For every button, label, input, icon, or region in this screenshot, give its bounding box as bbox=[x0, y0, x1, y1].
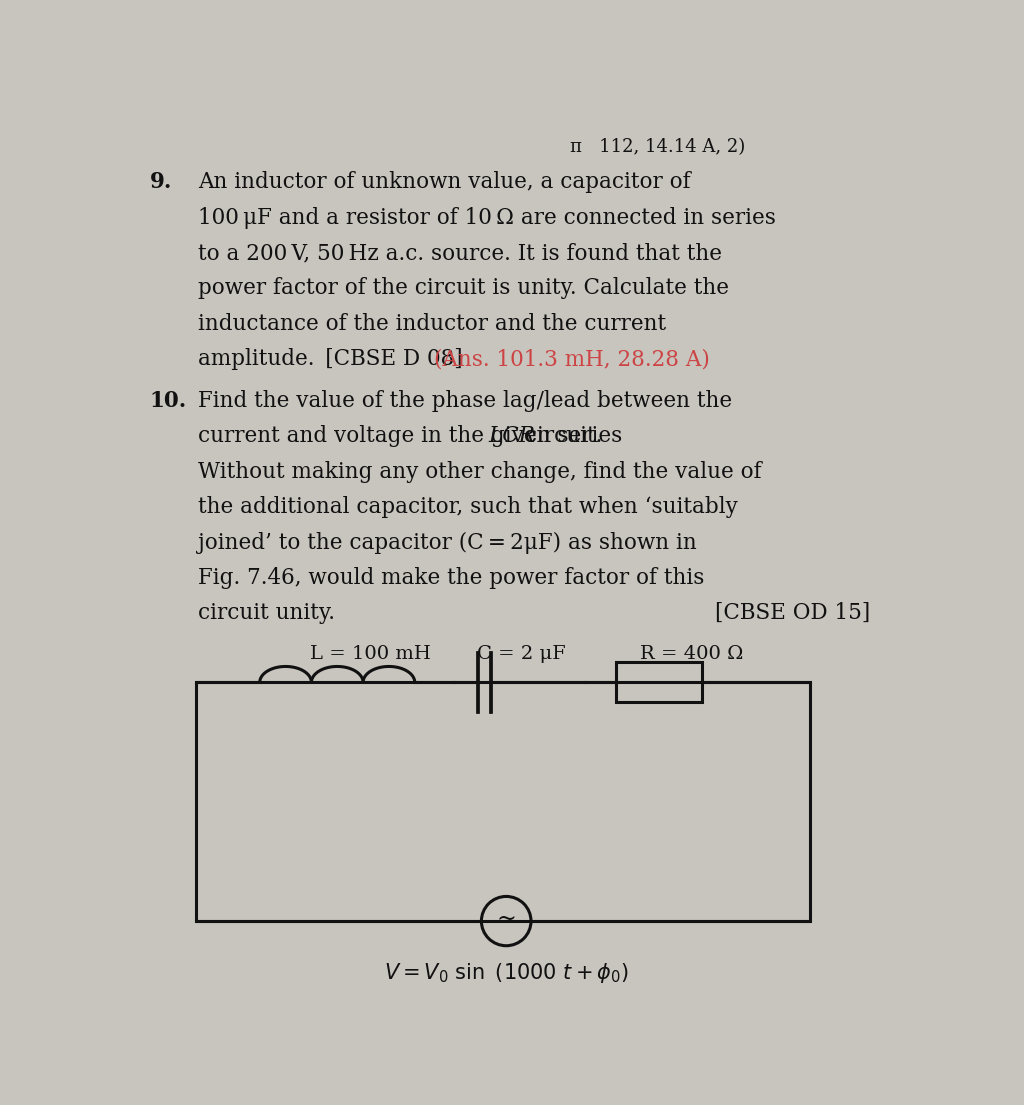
Text: π   112, 14.14 A, 2): π 112, 14.14 A, 2) bbox=[569, 138, 745, 156]
Text: to a 200 V, 50 Hz a.c. source. It is found that the: to a 200 V, 50 Hz a.c. source. It is fou… bbox=[198, 242, 722, 264]
Text: 100 μF and a resistor of 10 Ω are connected in series: 100 μF and a resistor of 10 Ω are connec… bbox=[198, 207, 775, 229]
Text: circuit unity.: circuit unity. bbox=[198, 602, 335, 624]
Text: Without making any other change, find the value of: Without making any other change, find th… bbox=[198, 461, 762, 483]
Text: the additional capacitor, such that when ‘suitably: the additional capacitor, such that when… bbox=[198, 496, 737, 518]
Text: (Ans. 101.3 mH, 28.28 A): (Ans. 101.3 mH, 28.28 A) bbox=[434, 348, 710, 370]
Text: current and voltage in the given series: current and voltage in the given series bbox=[198, 425, 629, 448]
Text: ~: ~ bbox=[497, 908, 516, 932]
Text: circuit.: circuit. bbox=[518, 425, 602, 448]
Text: R = 400 Ω: R = 400 Ω bbox=[640, 645, 742, 663]
Text: L = 100 mH: L = 100 mH bbox=[310, 645, 431, 663]
Text: Fig. 7.46, would make the power factor of this: Fig. 7.46, would make the power factor o… bbox=[198, 567, 705, 589]
Text: amplitude. [CBSE D 08]: amplitude. [CBSE D 08] bbox=[198, 348, 473, 370]
Text: Find the value of the phase lag/lead between the: Find the value of the phase lag/lead bet… bbox=[198, 390, 732, 412]
Text: joined’ to the capacitor (C = 2μF) as shown in: joined’ to the capacitor (C = 2μF) as sh… bbox=[198, 532, 696, 554]
Text: LCR: LCR bbox=[488, 425, 536, 448]
Text: 9.: 9. bbox=[150, 171, 172, 193]
Text: [CBSE OD 15]: [CBSE OD 15] bbox=[715, 602, 870, 624]
Text: power factor of the circuit is unity. Calculate the: power factor of the circuit is unity. Ca… bbox=[198, 277, 729, 299]
Text: An inductor of unknown value, a capacitor of: An inductor of unknown value, a capacito… bbox=[198, 171, 690, 193]
Text: C = 2 μF: C = 2 μF bbox=[477, 645, 565, 663]
Bar bbox=[616, 662, 701, 703]
Text: inductance of the inductor and the current: inductance of the inductor and the curre… bbox=[198, 313, 666, 335]
Text: $V = V_0\ \sin\ (1000\ t + \phi_0)$: $V = V_0\ \sin\ (1000\ t + \phi_0)$ bbox=[384, 961, 629, 986]
Text: 10.: 10. bbox=[150, 390, 187, 412]
